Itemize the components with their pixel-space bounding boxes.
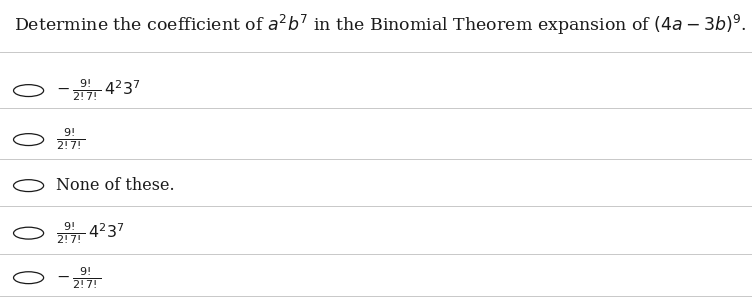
Text: $-\,\frac{9!}{2!7!}\,4^2 3^7$: $-\,\frac{9!}{2!7!}\,4^2 3^7$: [56, 78, 141, 103]
Text: None of these.: None of these.: [56, 177, 175, 194]
Text: $\frac{9!}{2!7!}$: $\frac{9!}{2!7!}$: [56, 127, 86, 152]
Text: $\frac{9!}{2!7!}\,4^2 3^7$: $\frac{9!}{2!7!}\,4^2 3^7$: [56, 220, 125, 246]
Text: Determine the coefficient of $a^2b^7$ in the Binomial Theorem expansion of $(4a : Determine the coefficient of $a^2b^7$ in…: [14, 13, 746, 37]
Text: $-\,\frac{9!}{2!7!}$: $-\,\frac{9!}{2!7!}$: [56, 265, 102, 290]
